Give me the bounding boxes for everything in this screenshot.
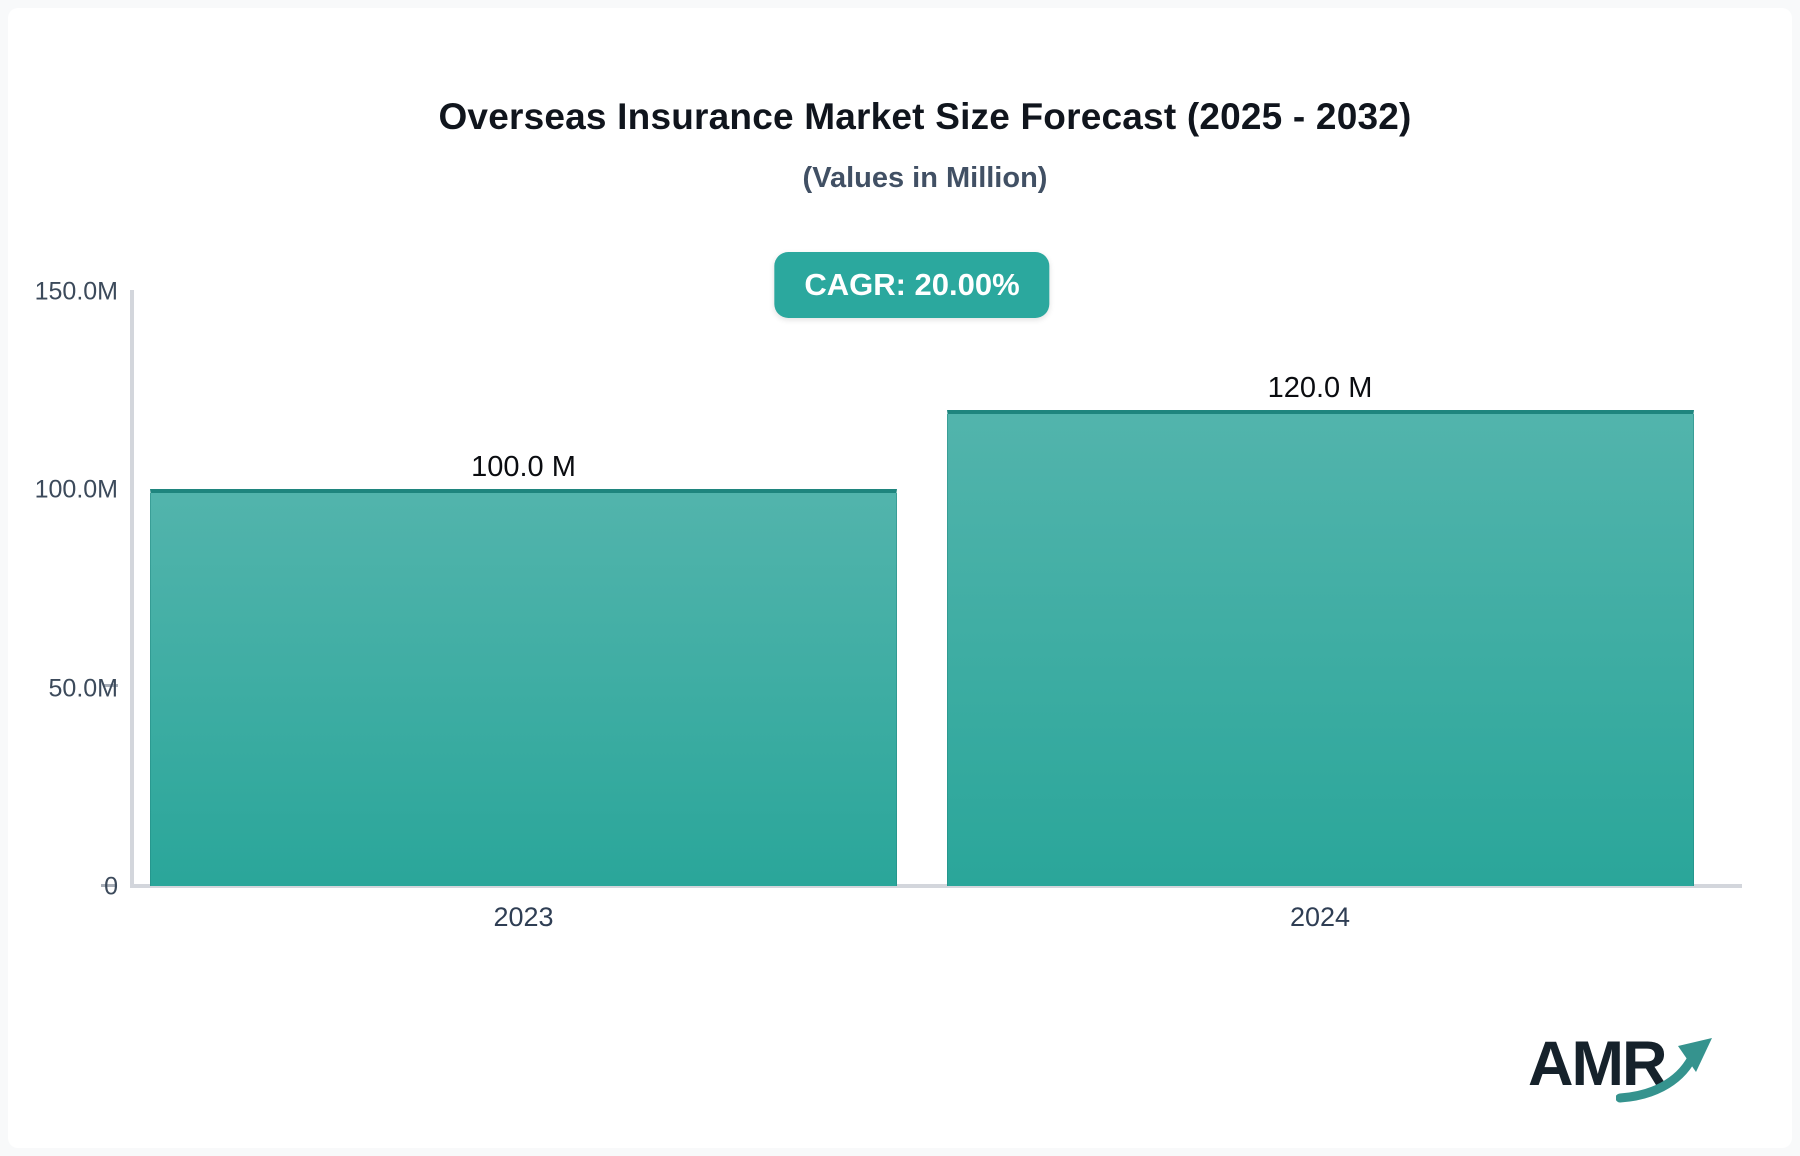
y-axis-label-50: 50.0M xyxy=(48,674,118,703)
amr-logo-text: AMR xyxy=(1528,1029,1667,1099)
bar-2023[interactable] xyxy=(150,489,897,886)
cagr-badge: CAGR: 20.00% xyxy=(774,252,1050,318)
y-tick-0 xyxy=(101,884,116,887)
x-axis-line xyxy=(130,884,1742,888)
trend-up-arrow-icon xyxy=(1616,1038,1712,1103)
x-axis-label-2023: 2023 xyxy=(493,902,554,932)
y-axis-label-150: 150.0M xyxy=(34,277,118,306)
chart-subtitle: (Values in Million) xyxy=(802,162,1048,194)
y-axis-label-0: 0 xyxy=(104,872,118,901)
x-axis-label-2024: 2024 xyxy=(1289,902,1351,932)
y-axis-line xyxy=(130,290,134,886)
bar-value-label-2024: 120.0 M xyxy=(1267,371,1373,404)
y-axis-label-100: 100.0M xyxy=(34,475,118,504)
y-tick-50 xyxy=(103,684,118,687)
bar-value-label-2023: 100.0 M xyxy=(471,451,576,484)
amr-logo: AMR xyxy=(1528,1028,1718,1108)
chart-title: Overseas Insurance Market Size Forecast … xyxy=(438,96,1412,137)
bar-2024[interactable] xyxy=(946,409,1694,886)
